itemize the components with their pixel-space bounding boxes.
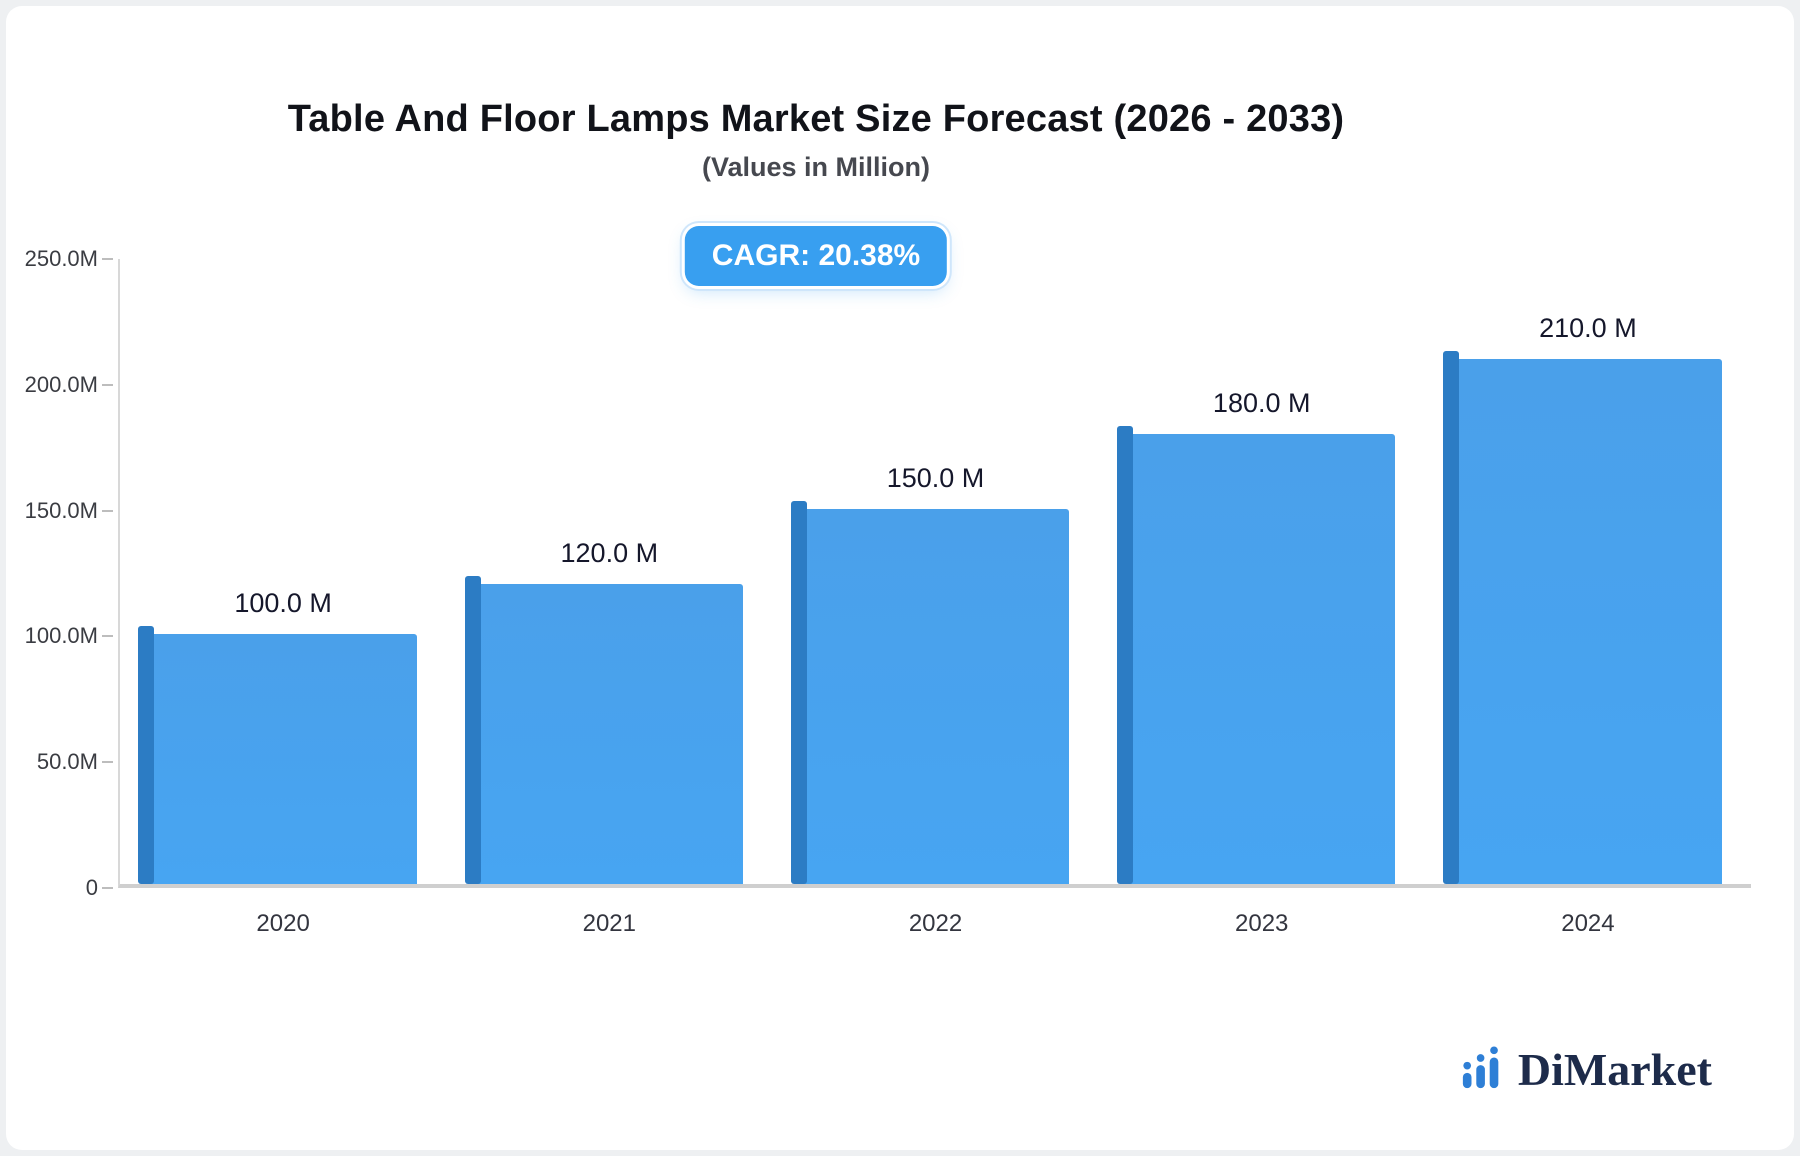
bar: 180.0 M (1116, 388, 1396, 884)
bar-slot: 100.0 M 2020 (120, 259, 446, 937)
bar-slot: 120.0 M 2021 (446, 259, 772, 937)
y-tick-mark (102, 383, 113, 386)
bar-chart-icon (1462, 1046, 1499, 1089)
x-axis-category-label: 2023 (1235, 910, 1289, 937)
bar: 150.0 M (790, 463, 1070, 884)
y-tick-mark (102, 761, 113, 764)
bar-value-label: 120.0 M (560, 538, 659, 568)
chart-subtitle: (Values in Million) (701, 152, 931, 182)
y-tick-label: 50.0M (36, 749, 98, 775)
x-axis-category-label: 2022 (908, 910, 963, 937)
bar: 120.0 M (464, 538, 744, 884)
bar-chart: 100.0 M 2020 120.0 M 2021 150.0 M 2022 180.0 M… (6, 246, 1800, 937)
bar-slot: 180.0 M 2023 (1099, 259, 1425, 937)
y-tick-label: 250.0M (24, 246, 98, 271)
bar-slot: 210.0 M 2024 (1425, 259, 1751, 937)
dimarket-logo: DiMarket (1460, 1044, 1712, 1095)
y-tick-mark (102, 509, 113, 512)
x-axis-category-label: 2020 (256, 910, 310, 937)
y-tick-mark (102, 258, 113, 260)
chart-title: Table And Floor Lamps Market Size Foreca… (287, 98, 1345, 140)
y-tick-label: 150.0M (24, 497, 98, 523)
bar-value-label: 150.0 M (886, 463, 985, 493)
y-tick-mark (102, 887, 113, 889)
y-tick-label: 100.0M (24, 623, 98, 649)
logo-text: DiMarket (1517, 1044, 1712, 1095)
bar-value-label: 180.0 M (1212, 388, 1311, 418)
bar-value-label: 210.0 M (1539, 313, 1637, 343)
bar-slot: 150.0 M 2022 (772, 259, 1098, 937)
x-axis-category-label: 2024 (1561, 910, 1615, 937)
plot-area: 100.0 M 2020 120.0 M 2021 150.0 M 2022 180.0 M… (118, 259, 1751, 937)
bar: 210.0 M (1443, 313, 1722, 884)
chart-card: Table And Floor Lamps Market Size Foreca… (6, 6, 1794, 1150)
y-tick-label: 200.0M (24, 371, 98, 397)
bar: 100.0 M (138, 588, 417, 884)
bar-value-label: 100.0 M (234, 588, 332, 618)
cagr-badge: CAGR: 20.38% (684, 226, 948, 286)
y-tick-label: 0 (85, 875, 98, 900)
x-axis-category-label: 2021 (582, 910, 636, 937)
y-tick-mark (102, 635, 113, 638)
